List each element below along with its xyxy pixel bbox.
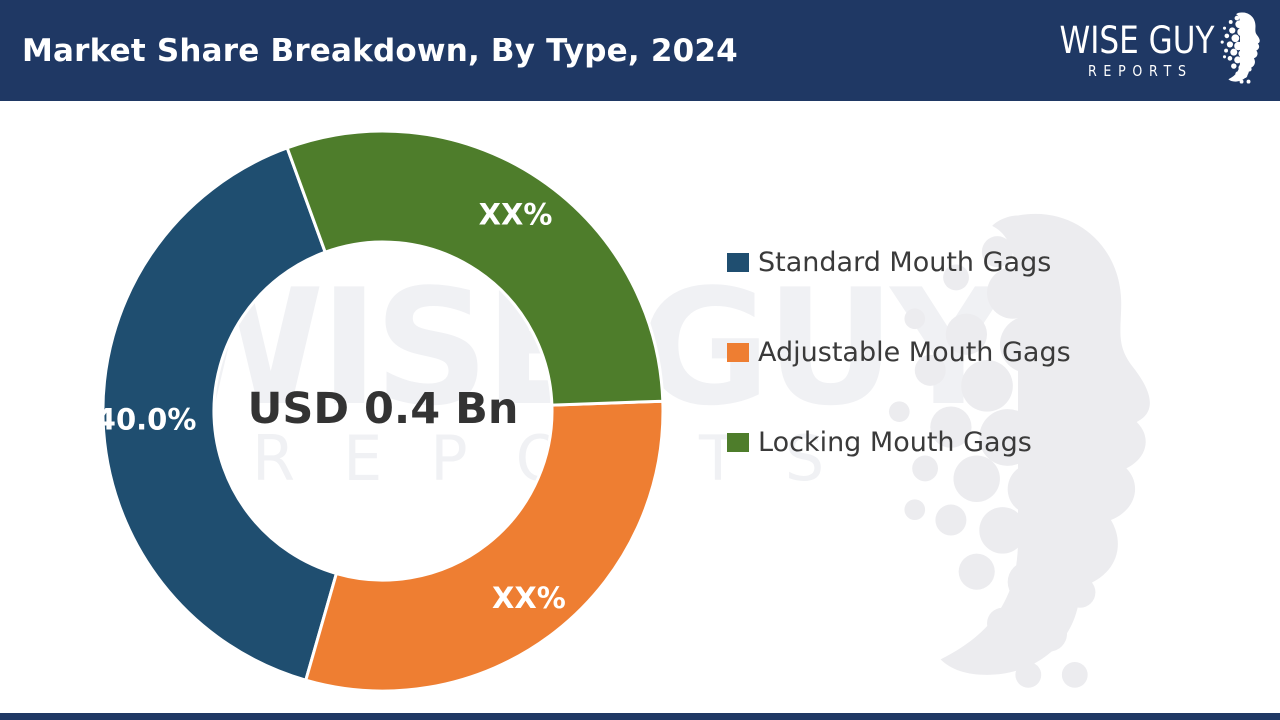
wise-guy-logo: WISE GUY REPORTS	[1030, 8, 1264, 94]
logo-wordmark: WISE GUY	[1059, 18, 1214, 62]
legend-swatch-standard	[727, 252, 749, 272]
pie-segment-percentage: 40.0%	[96, 402, 197, 436]
header-bar: Market Share Breakdown, By Type, 2024 WI…	[0, 0, 1280, 101]
logo-text: WISE GUY REPORTS	[1059, 22, 1214, 80]
logo-head-icon	[1220, 11, 1260, 84]
legend-swatch-locking	[727, 432, 749, 452]
footer-bar	[0, 713, 1280, 720]
chart-center-value: USD 0.4 Bn	[247, 384, 519, 434]
legend-item-standard: Standard Mouth Gags	[727, 246, 1071, 278]
chart-legend: Standard Mouth Gags Adjustable Mouth Gag…	[727, 249, 1071, 519]
legend-swatch-adjustable	[727, 342, 749, 362]
legend-label: Locking Mouth Gags	[758, 426, 1032, 458]
legend-label: Adjustable Mouth Gags	[758, 336, 1071, 368]
pie-segment	[285, 129, 665, 407]
pie-segment-percentage: XX%	[492, 581, 566, 615]
page-title: Market Share Breakdown, By Type, 2024	[22, 32, 738, 69]
pie-segment	[304, 399, 665, 693]
legend-item-adjustable: Adjustable Mouth Gags	[727, 336, 1071, 368]
logo-subtitle: REPORTS	[1087, 61, 1193, 80]
legend-label: Standard Mouth Gags	[758, 246, 1052, 278]
legend-item-locking: Locking Mouth Gags	[727, 426, 1071, 458]
pie-segment	[101, 146, 338, 682]
pie-segment-percentage: XX%	[479, 198, 553, 232]
